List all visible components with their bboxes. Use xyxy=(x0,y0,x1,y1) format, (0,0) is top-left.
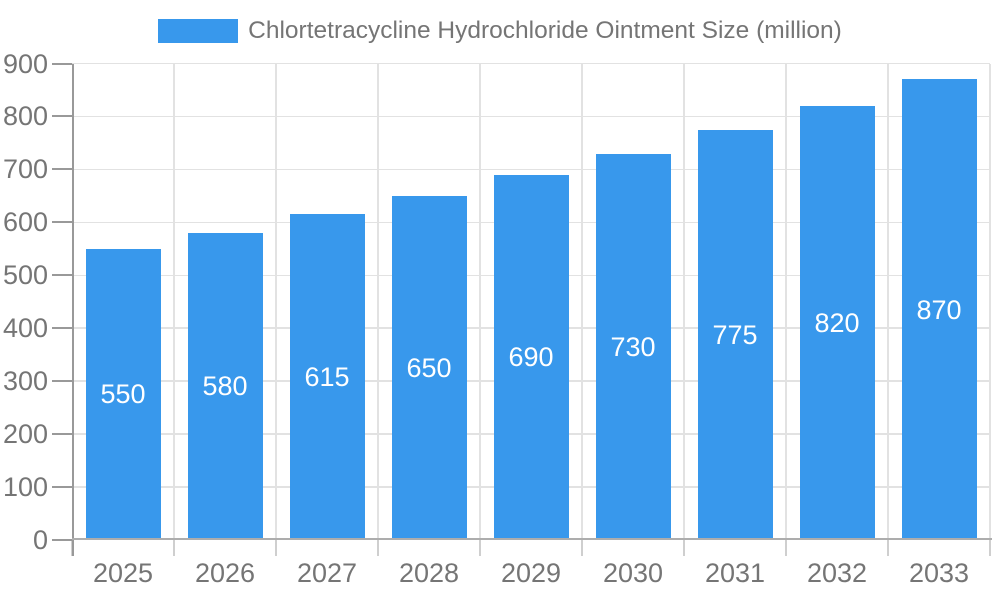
x-gridline xyxy=(887,63,889,540)
bar-2026[interactable]: 580 xyxy=(187,232,263,540)
bar-2032[interactable]: 820 xyxy=(799,105,875,540)
y-axis-label: 500 xyxy=(2,260,48,291)
y-axis-label: 800 xyxy=(2,101,48,132)
x-gridline xyxy=(275,63,277,540)
y-axis-label: 300 xyxy=(2,366,48,397)
y-gridline xyxy=(72,168,990,171)
bar-2027[interactable]: 615 xyxy=(289,214,365,540)
y-axis-tick xyxy=(52,115,72,118)
x-axis-label-2032: 2032 xyxy=(806,558,868,588)
y-axis-label: 200 xyxy=(2,419,48,450)
x-axis-label-2028: 2028 xyxy=(398,558,460,588)
bar-2033[interactable]: 870 xyxy=(901,79,977,540)
y-axis-label: 100 xyxy=(2,472,48,503)
y-axis-tick xyxy=(52,539,72,541)
x-axis-label-2031: 2031 xyxy=(704,558,766,588)
x-axis-tick xyxy=(275,540,277,556)
x-gridline xyxy=(479,63,481,540)
y-gridline xyxy=(72,62,990,65)
bar-value-label-2028: 650 xyxy=(406,352,452,383)
bar-value-label-2032: 820 xyxy=(814,307,860,338)
x-axis-label-2033: 2033 xyxy=(908,558,970,588)
bar-value-label-2027: 615 xyxy=(304,362,350,393)
y-axis-tick xyxy=(52,433,72,436)
x-axis-label-2026: 2026 xyxy=(194,558,256,588)
bar-value-label-2025: 550 xyxy=(100,379,146,410)
bar-2031[interactable]: 775 xyxy=(697,129,773,540)
y-axis-tick xyxy=(52,327,72,330)
bar-value-label-2029: 690 xyxy=(508,342,554,373)
bar-value-label-2033: 870 xyxy=(916,294,962,325)
bar-value-label-2026: 580 xyxy=(202,371,248,402)
y-axis-label: 600 xyxy=(2,207,48,238)
y-gridline xyxy=(72,115,990,118)
x-axis-tick xyxy=(683,540,685,556)
x-axis-tick xyxy=(887,540,889,556)
y-axis-line xyxy=(72,63,74,556)
legend-label: Chlortetracycline Hydrochloride Ointment… xyxy=(248,17,842,44)
x-axis-line xyxy=(72,538,992,540)
x-axis-label-2027: 2027 xyxy=(296,558,358,588)
y-axis-label: 700 xyxy=(2,154,48,185)
y-axis-label: 0 xyxy=(32,525,48,555)
bar-value-label-2030: 730 xyxy=(610,331,656,362)
y-axis-tick xyxy=(52,62,72,65)
y-axis-tick xyxy=(52,168,72,171)
y-axis-tick xyxy=(52,380,72,383)
x-gridline xyxy=(173,63,175,540)
x-axis-tick xyxy=(581,540,583,556)
x-gridline xyxy=(581,63,583,540)
x-axis-tick xyxy=(479,540,481,556)
bar-2029[interactable]: 690 xyxy=(493,174,569,540)
y-axis-label: 400 xyxy=(2,313,48,344)
x-gridline xyxy=(377,63,379,540)
x-axis-tick xyxy=(989,540,991,556)
x-gridline xyxy=(785,63,787,540)
y-axis-tick xyxy=(52,486,72,489)
bar-value-label-2031: 775 xyxy=(712,319,758,350)
y-axis-tick xyxy=(52,274,72,277)
bar-2030[interactable]: 730 xyxy=(595,153,671,540)
legend[interactable]: Chlortetracycline Hydrochloride Ointment… xyxy=(0,15,1000,47)
x-gridline xyxy=(683,63,685,540)
bar-2028[interactable]: 650 xyxy=(391,195,467,540)
y-axis-label: 900 xyxy=(2,48,48,79)
bar-2025[interactable]: 550 xyxy=(85,248,161,540)
x-axis-tick xyxy=(173,540,175,556)
x-axis-tick xyxy=(785,540,787,556)
x-axis-tick xyxy=(377,540,379,556)
x-axis-label-2029: 2029 xyxy=(500,558,562,588)
x-gridline xyxy=(989,63,991,540)
legend-swatch-icon xyxy=(158,19,239,43)
y-axis-tick xyxy=(52,221,72,224)
x-axis-label-2025: 2025 xyxy=(92,558,154,588)
x-axis-label-2030: 2030 xyxy=(602,558,664,588)
